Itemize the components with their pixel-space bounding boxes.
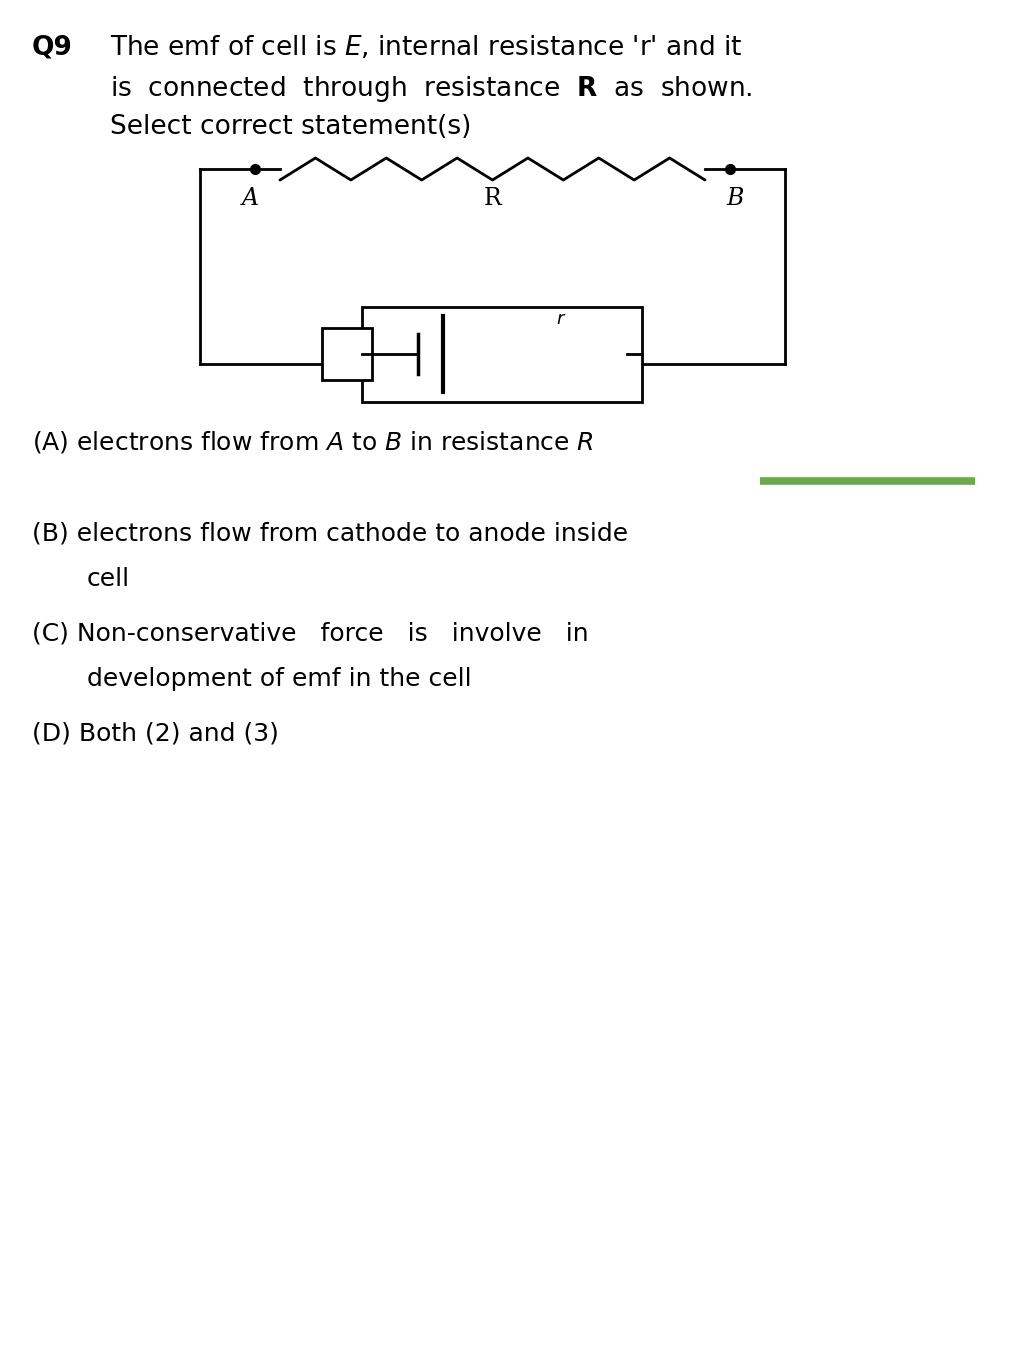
Text: is  connected  through  resistance  $\mathbf{R}$  as  shown.: is connected through resistance $\mathbf… <box>110 74 753 104</box>
Text: A: A <box>242 188 258 210</box>
Text: B: B <box>726 188 743 210</box>
Text: (A) electrons flow from $\mathit{A}$ to $\mathit{B}$ in resistance $\mathit{R}$: (A) electrons flow from $\mathit{A}$ to … <box>32 429 594 455</box>
FancyBboxPatch shape <box>362 306 642 402</box>
Text: R: R <box>483 188 502 210</box>
Text: Select correct statement(s): Select correct statement(s) <box>110 115 471 140</box>
Text: (D) Both (2) and (3): (D) Both (2) and (3) <box>32 720 279 745</box>
Text: $r$: $r$ <box>556 310 566 329</box>
Text: development of emf in the cell: development of emf in the cell <box>87 666 472 691</box>
Text: cell: cell <box>87 567 130 591</box>
Text: (B) electrons flow from cathode to anode inside: (B) electrons flow from cathode to anode… <box>32 521 628 545</box>
Text: Q9: Q9 <box>32 34 73 59</box>
Text: (C) Non-conservative   force   is   involve   in: (C) Non-conservative force is involve in <box>32 621 589 645</box>
FancyBboxPatch shape <box>323 328 373 380</box>
Text: The emf of cell is $\mathit{E}$, internal resistance 'r' and it: The emf of cell is $\mathit{E}$, interna… <box>110 34 742 61</box>
